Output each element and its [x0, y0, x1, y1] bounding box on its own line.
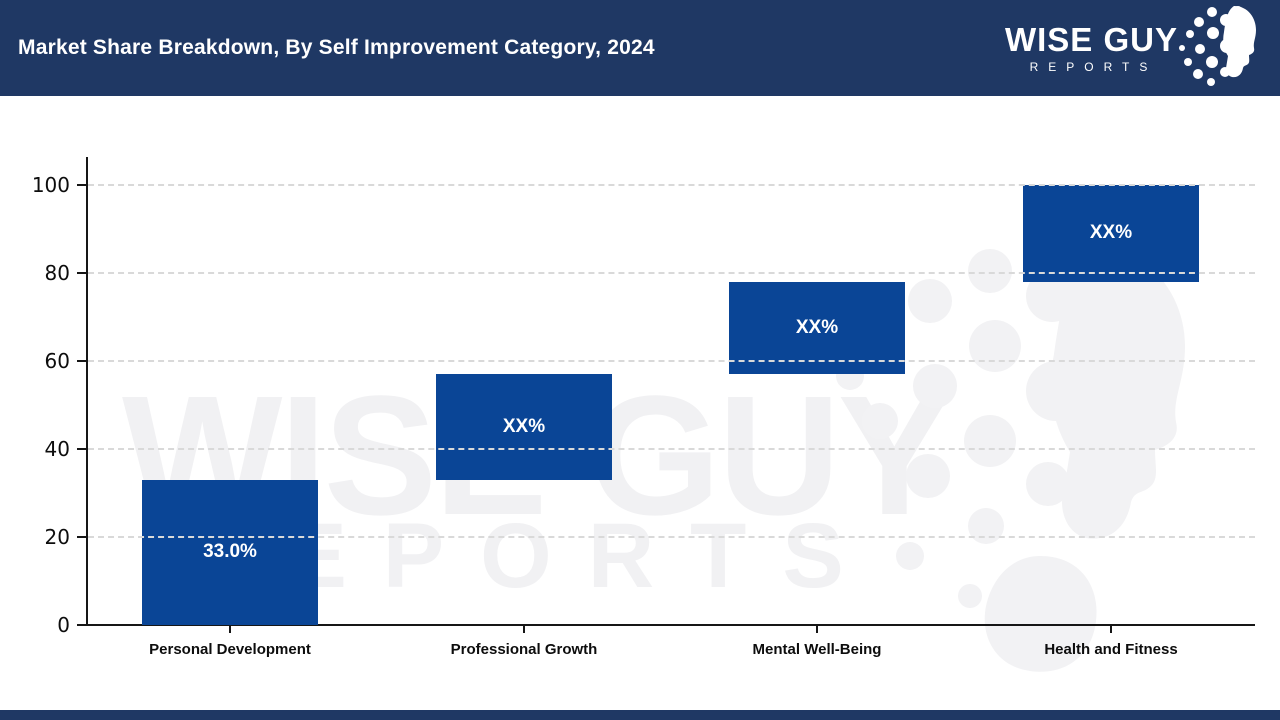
- gridline: [88, 536, 1255, 538]
- category-label: Professional Growth: [450, 641, 598, 658]
- bar: XX%: [1023, 185, 1199, 282]
- y-axis: [86, 157, 88, 626]
- gridline: [88, 448, 1255, 450]
- gridline: [88, 184, 1255, 186]
- gridline: [88, 360, 1255, 362]
- y-tick-mark: [77, 536, 86, 538]
- bar-value-label: XX%: [795, 316, 839, 338]
- category-label: Mental Well-Being: [752, 641, 882, 658]
- category-label: Personal Development: [149, 641, 311, 658]
- gridline: [88, 272, 1255, 274]
- y-tick-mark: [77, 184, 86, 186]
- watermark-face-icon: [790, 226, 1210, 691]
- y-tick-label: 60: [44, 349, 70, 373]
- y-tick-mark: [77, 624, 86, 626]
- logo-wordmark-line1: WISE GUY: [1004, 20, 1178, 58]
- chart-title: Market Share Breakdown, By Self Improvem…: [18, 36, 655, 59]
- y-tick-label: 100: [31, 173, 70, 197]
- header-bar: Market Share Breakdown, By Self Improvem…: [0, 0, 1280, 96]
- logo-face-icon: [1164, 2, 1260, 95]
- bar: XX%: [729, 281, 905, 375]
- category-label: Health and Fitness: [1044, 641, 1178, 658]
- x-tick-mark: [1110, 625, 1112, 633]
- bar-value-label: XX%: [1089, 222, 1133, 244]
- bar-value-label: XX%: [502, 415, 546, 437]
- y-tick-mark: [77, 360, 86, 362]
- footer-bar: [0, 710, 1280, 720]
- bar-value-label: 33.0%: [203, 541, 257, 563]
- brand-logo: WISE GUY REPORTS: [1005, 2, 1260, 95]
- x-tick-mark: [523, 625, 525, 633]
- y-tick-label: 20: [44, 525, 70, 549]
- y-tick-label: 0: [57, 613, 70, 637]
- y-tick-mark: [77, 272, 86, 274]
- x-tick-mark: [229, 625, 231, 633]
- logo-wordmark-line2: REPORTS: [1029, 59, 1158, 74]
- logo-wordmark: WISE GUY REPORTS: [1005, 23, 1178, 74]
- bar: 33.0%: [142, 479, 318, 625]
- x-tick-mark: [816, 625, 818, 633]
- y-tick-mark: [77, 448, 86, 450]
- y-tick-label: 40: [44, 437, 70, 461]
- bar: XX%: [436, 374, 612, 480]
- y-tick-label: 80: [44, 261, 70, 285]
- x-axis: [86, 624, 1255, 626]
